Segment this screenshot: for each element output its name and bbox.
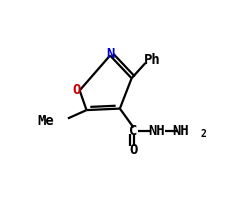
Text: 2: 2 [200,129,206,139]
Text: O: O [72,83,80,97]
Text: N: N [105,47,114,61]
Text: NH: NH [148,124,165,138]
Text: C: C [129,124,137,138]
Text: NH: NH [172,124,188,138]
Text: Ph: Ph [143,53,160,67]
Text: Me: Me [37,114,54,128]
Text: O: O [129,143,137,157]
